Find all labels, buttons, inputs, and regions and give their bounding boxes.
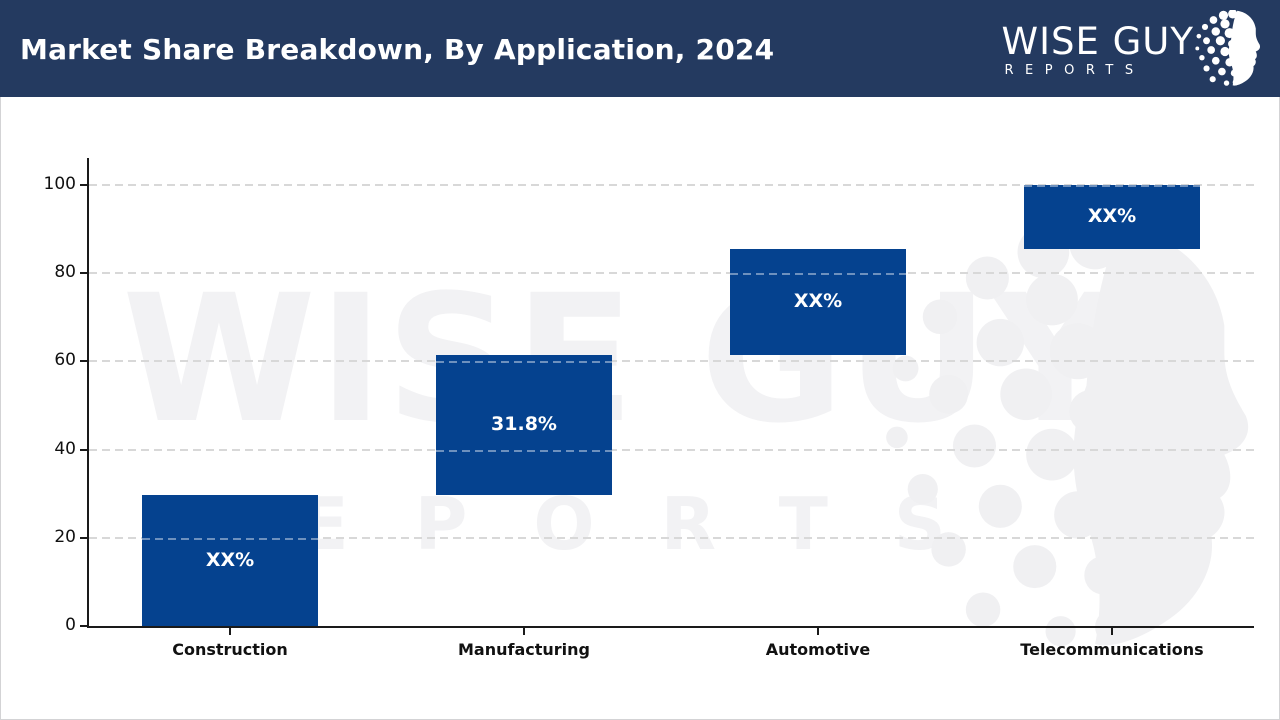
x-tick-label: Telecommunications bbox=[1020, 640, 1204, 659]
y-tick-mark bbox=[80, 272, 87, 275]
brand-subtitle: REPORTS bbox=[1004, 62, 1145, 78]
gridline-20 bbox=[89, 536, 1254, 539]
y-tick-mark bbox=[80, 536, 87, 539]
gridline-over-bar bbox=[1024, 185, 1200, 187]
gridline-over-bar bbox=[436, 361, 612, 364]
x-tick-mark bbox=[229, 628, 231, 635]
header-bar: Market Share Breakdown, By Application, … bbox=[0, 0, 1280, 97]
y-axis-line bbox=[87, 158, 89, 628]
bar-value-label: XX% bbox=[793, 289, 843, 312]
watermark-wordmark: WISE GUY bbox=[122, 257, 1121, 462]
bar-telecommunications: XX% bbox=[1024, 185, 1200, 250]
x-tick-mark bbox=[817, 628, 819, 635]
x-tick-mark bbox=[523, 628, 525, 635]
gridline-60 bbox=[89, 360, 1254, 363]
y-tick-label: 40 bbox=[54, 438, 76, 459]
bar-value-label: XX% bbox=[1087, 205, 1137, 228]
bar-construction: XX% bbox=[142, 495, 318, 626]
x-tick-mark bbox=[1111, 628, 1113, 635]
y-tick-label: 0 bbox=[65, 615, 76, 635]
x-axis-line bbox=[87, 626, 1254, 628]
page-title: Market Share Breakdown, By Application, … bbox=[20, 33, 775, 66]
x-tick-label: Construction bbox=[172, 640, 288, 659]
y-tick-label: 80 bbox=[54, 262, 76, 283]
gridline-80 bbox=[89, 272, 1254, 275]
brand-logo-text: WISE GUY REPORTS bbox=[1002, 23, 1194, 78]
x-tick-label: Automotive bbox=[765, 640, 871, 659]
y-tick-mark bbox=[80, 625, 87, 627]
gridline-over-bar bbox=[142, 537, 318, 540]
brand-face-icon bbox=[1195, 10, 1261, 86]
y-tick-label: 20 bbox=[54, 526, 76, 547]
bar-manufacturing: 31.8% bbox=[436, 354, 612, 496]
brand-name: WISE GUY bbox=[1001, 19, 1194, 63]
bar-value-label: XX% bbox=[205, 548, 255, 571]
bar-automotive: XX% bbox=[730, 249, 906, 355]
y-tick-label: 60 bbox=[54, 350, 76, 371]
gridline-over-bar bbox=[436, 449, 612, 452]
gridline-40 bbox=[89, 448, 1254, 451]
gridline-over-bar bbox=[730, 273, 906, 276]
y-tick-mark bbox=[80, 448, 87, 451]
y-tick-label: 100 bbox=[43, 174, 76, 194]
y-tick-mark bbox=[80, 184, 87, 186]
bar-value-label: 31.8% bbox=[491, 412, 557, 435]
x-tick-label: Manufacturing bbox=[458, 640, 590, 659]
gridline-100 bbox=[89, 184, 1254, 186]
brand-logo: WISE GUY REPORTS bbox=[1002, 10, 1266, 90]
y-tick-mark bbox=[80, 360, 87, 363]
